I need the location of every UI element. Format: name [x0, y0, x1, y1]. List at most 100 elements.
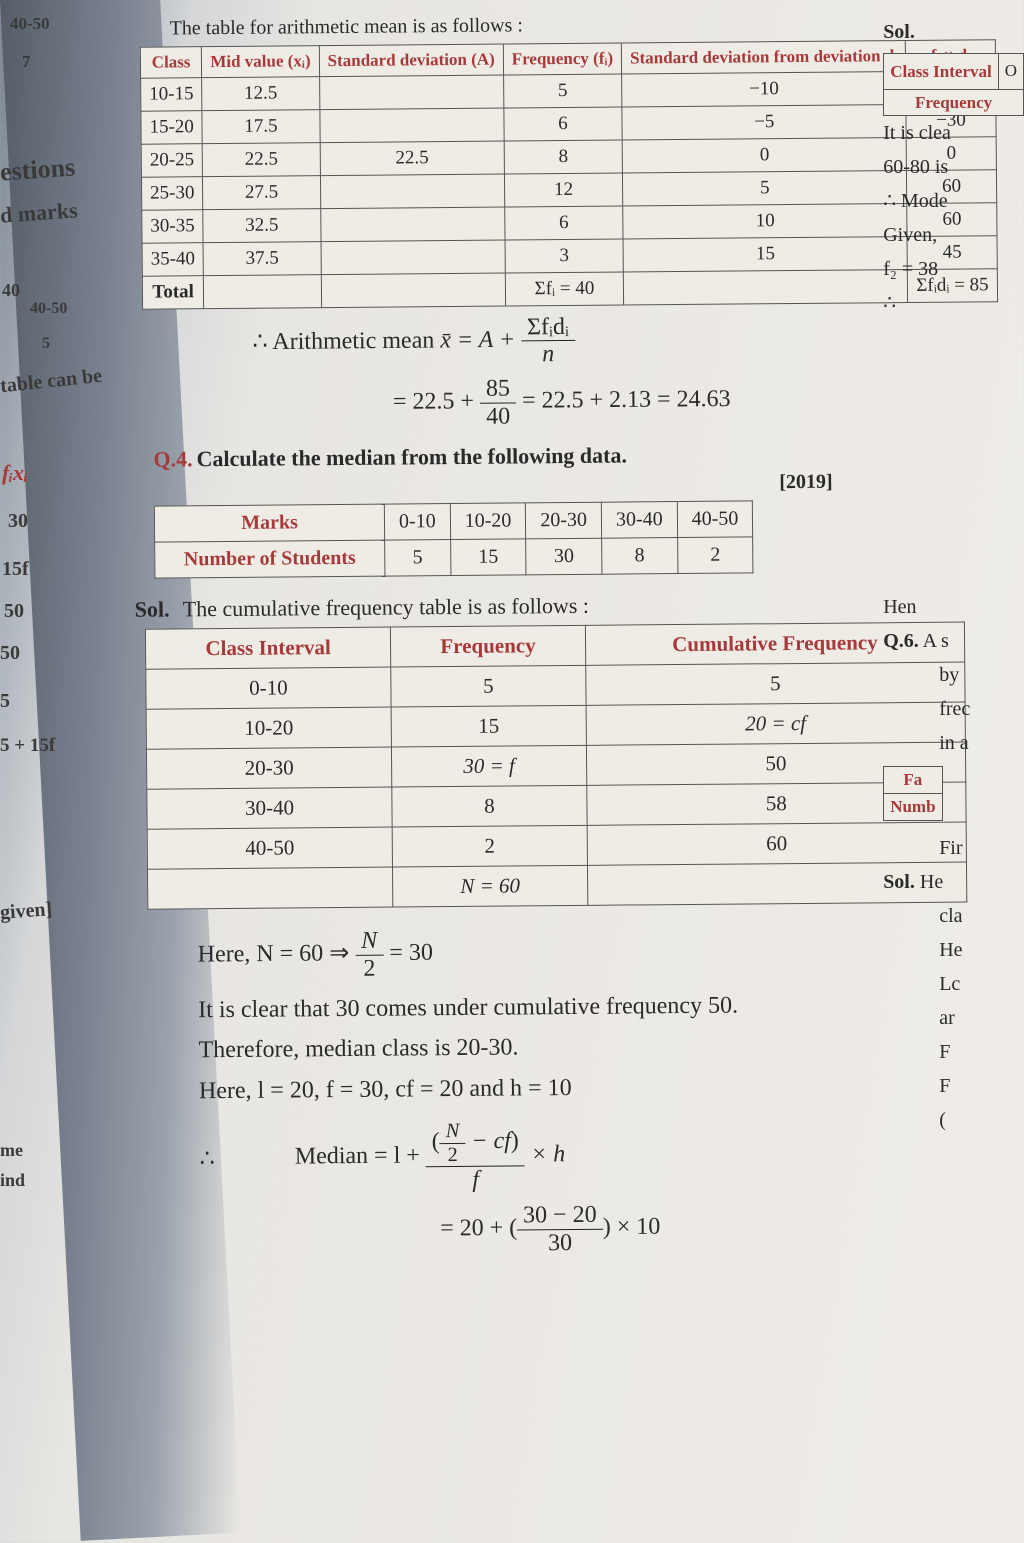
arithmetic-mean-table: Class Mid value (xᵢ) Standard deviation … — [140, 39, 998, 309]
r-he: He — [920, 871, 943, 893]
formula-lead: ∴ Arithmetic mean — [252, 327, 440, 355]
r-hence: Hen — [883, 590, 1024, 624]
t1-c: 5 — [623, 170, 907, 205]
t1-c: 12.5 — [202, 76, 320, 110]
formula-eq: x̄ = A + — [440, 326, 521, 353]
rh: Frequency — [884, 89, 1024, 116]
t1-c — [321, 240, 505, 275]
t1-c — [320, 108, 504, 143]
sol-label: Sol. — [135, 597, 170, 622]
r-sol2-line: Sol. He — [883, 865, 1024, 899]
r-t: It is clea — [883, 116, 1024, 150]
left-frag: 15f — [2, 558, 29, 581]
t3-c: 40-50 — [147, 827, 392, 869]
frac: 30 − 20 30 — [517, 1202, 603, 1257]
t1-c: 6 — [505, 206, 624, 240]
t2-c: 10-20 — [450, 503, 526, 540]
frac-den: 30 — [517, 1229, 603, 1256]
left-frag: 5 — [0, 690, 10, 713]
r-t: ∴ — [883, 286, 1024, 320]
frac: N 2 — [355, 928, 383, 982]
t1-c: 20-25 — [141, 143, 203, 177]
t1-c: 35-40 — [142, 242, 204, 276]
r-paren: ( — [883, 1103, 1024, 1137]
r-he2: He — [883, 933, 1024, 967]
t2-c: 30 — [526, 538, 602, 575]
t1-c: 22.5 — [320, 141, 504, 176]
here-b: = 30 — [389, 940, 433, 966]
t3-c: 10-20 — [146, 707, 391, 749]
t1-c: 10 — [623, 203, 907, 238]
t1-c: 25-30 — [141, 176, 203, 210]
t1-h: Standard deviation (A) — [319, 44, 503, 76]
t1-c — [320, 174, 504, 209]
t1-c — [320, 207, 504, 242]
t2-c: 2 — [677, 537, 753, 574]
rest: − cf — [465, 1128, 511, 1154]
right-cutoff-column: Sol. Class IntervalO Frequency It is cle… — [873, 15, 1024, 1137]
r-t: 60-80 is — [883, 150, 1024, 184]
t1-h: Mid value (xᵢ) — [202, 46, 320, 78]
formula-fraction: 85 40 — [480, 376, 516, 430]
q4-label: Q.4. — [153, 446, 192, 471]
rh: O — [998, 54, 1023, 90]
t1-c: 0 — [622, 137, 906, 172]
frac-den: 2 — [355, 955, 383, 982]
t1-c: Total — [142, 275, 204, 309]
r-q6b: by — [883, 658, 1024, 692]
t1-c — [321, 273, 505, 308]
frac-num: Σfᵢdᵢ — [521, 313, 575, 341]
r-f: F — [883, 1035, 1024, 1069]
r-cla: cla — [883, 899, 1024, 933]
r-q6d: in a — [883, 726, 1024, 760]
left-frag: d marks — [0, 197, 78, 228]
therefore: ∴ — [199, 1140, 215, 1179]
frac-den: f — [426, 1166, 525, 1193]
left-frag: table can be — [0, 365, 103, 399]
frac-den: n — [521, 341, 575, 368]
m2a: = 20 + — [440, 1215, 509, 1242]
median-formula-2: = 20 + ( 30 − 20 30 ) × 10 — [440, 1198, 1024, 1257]
inner-num: N — [440, 1120, 466, 1144]
formula-fraction: Σfᵢdᵢ n — [521, 313, 575, 367]
t3-c: 8 — [392, 785, 587, 827]
t1-c: 22.5 — [202, 142, 320, 176]
t3-c: 15 — [391, 705, 586, 747]
frac-num: N — [355, 928, 383, 956]
frac-den: 40 — [480, 403, 516, 430]
left-frag: given] — [0, 898, 53, 925]
left-frag: 40 — [2, 280, 20, 301]
t3-c: 20-30 — [146, 747, 391, 789]
frac-num: ( N 2 − cf) — [426, 1119, 526, 1167]
inner-den: 2 — [440, 1143, 466, 1166]
t1-h: Frequency (fᵢ) — [503, 43, 622, 75]
year-tag: [2019] — [779, 471, 833, 493]
big-frac: ( N 2 − cf) f — [426, 1119, 526, 1193]
left-frag: 50 — [0, 642, 20, 665]
f2a: = 22.5 + — [393, 389, 480, 416]
t1-c: Σfᵢ = 40 — [505, 272, 624, 306]
t1-c: 37.5 — [203, 241, 321, 275]
t1-c — [319, 75, 503, 110]
r-q6: Q.6. — [883, 630, 919, 652]
left-frag: 30 — [8, 510, 28, 533]
t3-c: 30-40 — [147, 787, 392, 829]
median-expr: Median = l + ( N 2 − cf) f × h — [294, 1119, 565, 1195]
r-t: ∴ Mode — [883, 184, 1024, 218]
left-frag: me — [0, 1140, 23, 1161]
t2-c: Marks — [154, 504, 384, 542]
t2-c: 0-10 — [384, 504, 450, 541]
t1-h: Class — [140, 47, 202, 78]
left-frag: 5 + 15f — [0, 735, 55, 757]
marks-table: Marks 0-10 10-20 20-30 30-40 40-50 Numbe… — [154, 501, 754, 579]
median-word: Median = l + — [295, 1142, 426, 1169]
t1-c: 15 — [623, 236, 907, 271]
t2-c: 15 — [450, 539, 526, 576]
left-frag: 7 — [22, 52, 31, 72]
left-frag: 40-50 — [10, 14, 50, 34]
t2-c: 40-50 — [677, 501, 753, 538]
t3-c: 0-10 — [146, 667, 391, 709]
r-t: Given, — [883, 218, 1024, 252]
r-fir: Fir — [883, 831, 1024, 865]
right-mini-table-2: Fa Numb — [883, 766, 942, 820]
